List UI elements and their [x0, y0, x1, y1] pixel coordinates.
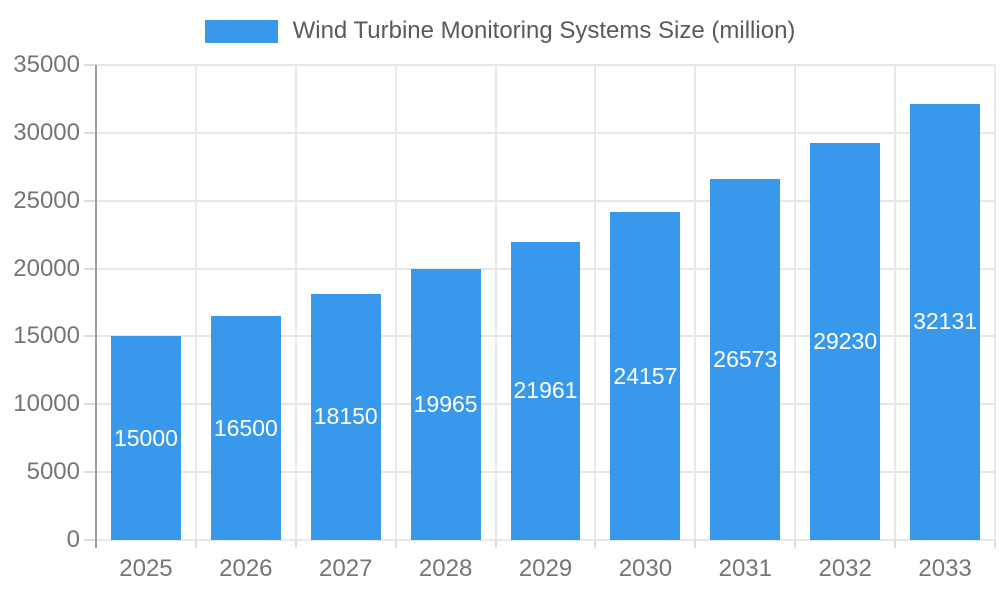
- category-column: 18150: [296, 65, 396, 540]
- v-gridline: [594, 65, 597, 540]
- category-column: 15000: [96, 65, 196, 540]
- bar-value-label: 15000: [113, 424, 178, 451]
- y-tick-mark: [84, 199, 96, 202]
- category-column: 24157: [595, 65, 695, 540]
- x-tick-mark: [494, 540, 497, 548]
- v-gridline: [194, 65, 197, 540]
- y-axis-line: [95, 65, 97, 548]
- y-tick-label: 5000: [26, 458, 80, 486]
- h-gridline: [96, 199, 995, 202]
- y-tick-label: 25000: [13, 186, 80, 214]
- x-tick-label: 2026: [219, 555, 273, 582]
- bar-value-label: 16500: [213, 414, 278, 441]
- x-axis-ticks: [96, 540, 996, 549]
- v-gridline: [694, 65, 697, 540]
- bar[interactable]: 32131: [910, 103, 981, 540]
- bar[interactable]: 21961: [510, 241, 581, 540]
- x-tick-mark: [994, 540, 996, 548]
- x-tick-mark: [694, 540, 697, 548]
- bar[interactable]: 18150: [310, 293, 381, 540]
- y-tick-label: 15000: [13, 322, 80, 350]
- category-column: 16500: [196, 65, 296, 540]
- bar-value-label: 26573: [713, 346, 778, 373]
- y-tick-mark: [84, 539, 96, 541]
- y-tick-mark: [84, 403, 96, 406]
- v-gridline: [494, 65, 497, 540]
- x-tick-label: 2025: [119, 555, 173, 582]
- x-tick-label: 2032: [818, 555, 872, 582]
- category-column: 32131: [895, 65, 995, 540]
- v-gridline: [994, 65, 996, 540]
- x-tick-mark: [194, 540, 197, 548]
- x-tick-label: 2033: [918, 555, 972, 582]
- legend-label: Wind Turbine Monitoring Systems Size (mi…: [292, 17, 796, 44]
- category-column: 26573: [695, 65, 795, 540]
- bars-row: 15000 16500 18150 19965 21961 24157 26573 29230…: [96, 65, 995, 540]
- bar-value-label: 19965: [413, 391, 478, 418]
- legend-swatch: [204, 19, 278, 43]
- bar[interactable]: 24157: [610, 212, 681, 540]
- y-tick-mark: [84, 131, 96, 134]
- bar[interactable]: 16500: [210, 316, 281, 540]
- y-tick-label: 0: [66, 526, 80, 553]
- y-tick-label: 30000: [13, 118, 80, 146]
- legend-item[interactable]: Wind Turbine Monitoring Systems Size (mi…: [204, 17, 796, 45]
- bar-value-label: 24157: [613, 362, 678, 389]
- x-tick-mark: [394, 540, 397, 548]
- x-tick-label: 2027: [319, 555, 373, 582]
- v-gridline: [794, 65, 797, 540]
- y-tick-mark: [84, 64, 96, 66]
- x-tick-mark: [294, 540, 297, 548]
- category-column: 19965: [396, 65, 496, 540]
- bar[interactable]: 29230: [810, 143, 881, 540]
- x-tick-mark: [594, 540, 597, 548]
- y-tick-label: 20000: [13, 254, 80, 282]
- x-tick-label: 2029: [518, 555, 573, 582]
- x-tick-mark: [894, 540, 897, 548]
- v-gridline: [894, 65, 897, 540]
- category-column: 29230: [795, 65, 895, 540]
- v-gridline: [294, 65, 297, 540]
- x-axis-labels: 2025 2026 2027 2028 2029 2030 2031 2032 2033: [96, 554, 995, 588]
- bar[interactable]: 15000: [110, 336, 181, 540]
- bar[interactable]: 19965: [410, 269, 481, 540]
- v-gridline: [394, 65, 397, 540]
- y-axis-ticks: [84, 64, 96, 541]
- h-gridline: [96, 539, 995, 541]
- x-tick-label: 2030: [618, 555, 673, 582]
- h-gridline: [96, 64, 995, 66]
- x-tick-mark: [794, 540, 797, 548]
- y-tick-mark: [84, 471, 96, 474]
- bar-value-label: 21961: [513, 377, 578, 404]
- y-tick-mark: [84, 335, 96, 338]
- bar-value-label: 32131: [913, 308, 978, 335]
- legend: Wind Turbine Monitoring Systems Size (mi…: [0, 16, 1000, 46]
- y-tick-mark: [84, 267, 96, 270]
- y-tick-label: 10000: [13, 390, 80, 418]
- bar[interactable]: 26573: [710, 179, 781, 540]
- category-column: 21961: [496, 65, 596, 540]
- h-gridline: [96, 131, 995, 134]
- bar-value-label: 29230: [813, 328, 878, 355]
- y-axis-labels: 0 5000 10000 15000 20000 25000 30000 35000: [0, 52, 80, 553]
- bar-value-label: 18150: [313, 403, 378, 430]
- x-tick-label: 2031: [718, 555, 772, 582]
- x-tick-label: 2028: [418, 555, 473, 582]
- y-tick-label: 35000: [13, 51, 80, 78]
- plot-area: 15000 16500 18150 19965 21961 24157 26573 29230…: [96, 64, 996, 541]
